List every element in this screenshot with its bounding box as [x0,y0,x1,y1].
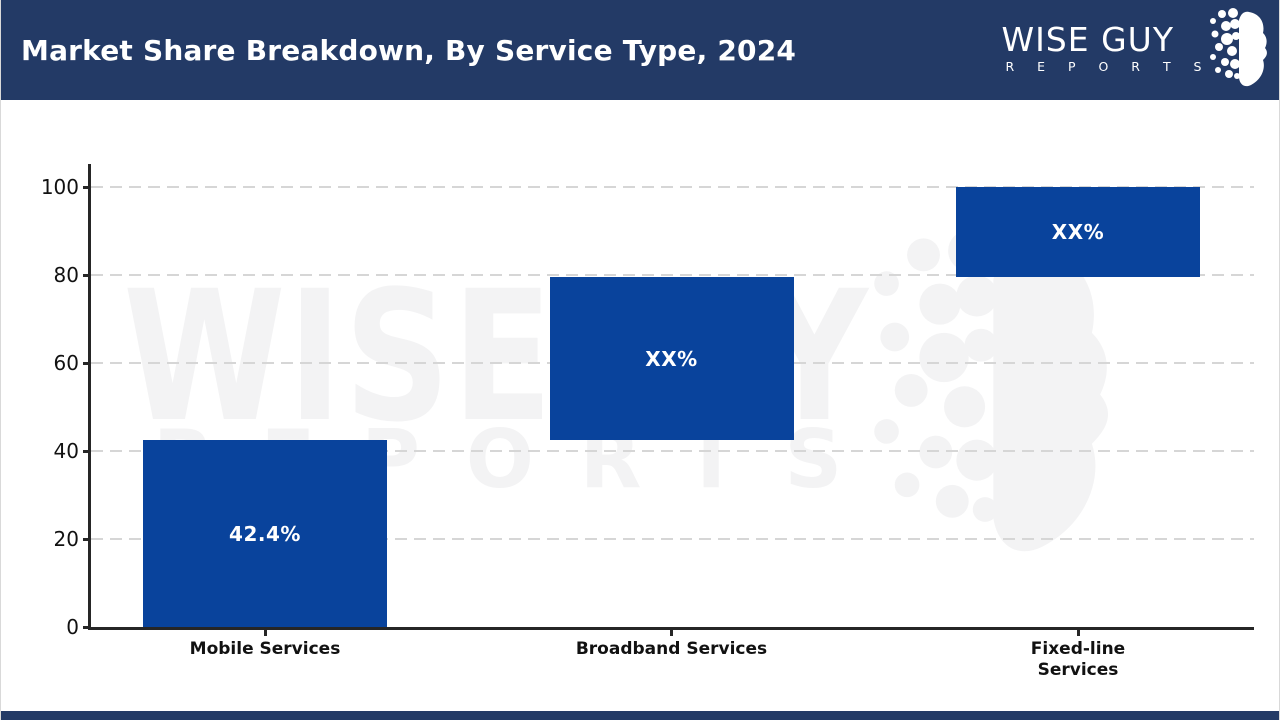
y-tick-label-80: 80 [53,263,79,287]
logo-face-icon [1210,8,1267,87]
x-tick-mark-fixed-line-services [1076,627,1080,636]
logo-wiseguy-text: WISE GUY [1001,19,1174,59]
bar-value-label-fixed-line-services: XX% [1051,220,1105,245]
logo-wordmark: WISE GUY R E P O R T S [1001,19,1211,75]
header-bar: Market Share Breakdown, By Service Type,… [1,0,1279,100]
bar-mobile-services: 42.4% [143,440,387,627]
bar-broadband-services: XX% [549,277,794,441]
y-tick-label-0: 0 [66,615,79,639]
y-tick-label-60: 60 [53,351,79,375]
y-tick-mark-60 [83,361,91,365]
y-tick-mark-20 [83,537,91,541]
logo: WISE GUY R E P O R T S [1001,6,1267,90]
y-tick-mark-100 [83,185,91,189]
category-label-mobile-services: Mobile Services [189,639,341,659]
gridline-100 [91,186,1254,188]
y-tick-mark-40 [83,449,91,453]
y-tick-mark-0 [83,625,91,629]
gridline-20 [91,538,1254,540]
page-title: Market Share Breakdown, By Service Type,… [21,33,797,67]
x-tick-mark-broadband-services [670,627,673,636]
y-axis-line [88,164,91,630]
x-tick-mark-mobile-services [263,627,267,636]
logo-reports-text: R E P O R T S [1005,59,1211,75]
category-label-broadband-services: Broadband Services [575,639,768,659]
chart-area: 0 20 40 60 80 100 42.4% Mobile Services XX% Broad… [1,100,1279,711]
y-tick-label-20: 20 [53,527,79,551]
bar-value-label-broadband-services: XX% [645,346,698,371]
footer-bar [1,711,1279,720]
y-tick-label-40: 40 [53,439,79,463]
category-label-fixed-line-services: Fixed-line Services [1030,639,1126,680]
gridline-40 [91,450,1254,452]
bar-value-label-mobile-services: 42.4% [229,521,301,546]
gridline-80 [91,274,1254,276]
y-tick-label-100: 100 [40,175,79,199]
y-tick-mark-80 [83,273,91,277]
bar-fixed-line-services: XX% [956,187,1200,278]
